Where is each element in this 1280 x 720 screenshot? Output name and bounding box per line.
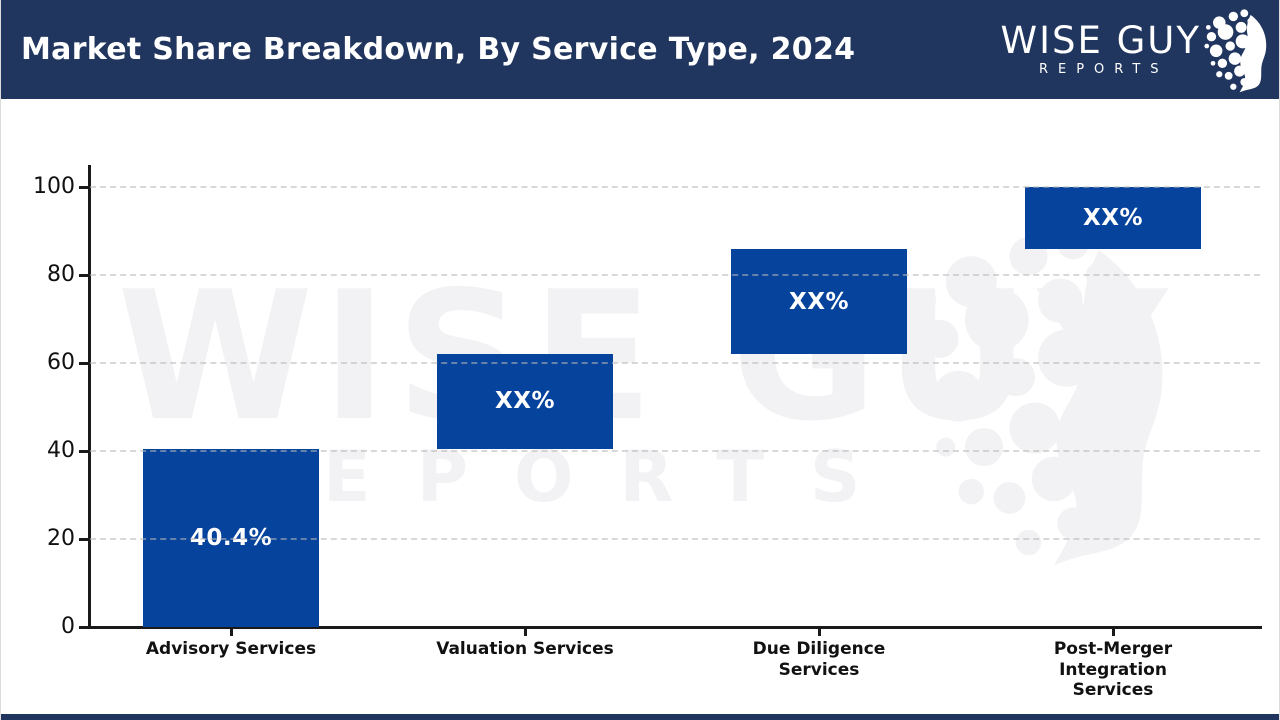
- brand-name: WISE GUY: [1000, 19, 1201, 62]
- footer-bar: [1, 714, 1279, 720]
- bar-segment: XX%: [437, 353, 613, 450]
- y-tick-label: 60: [47, 350, 75, 375]
- x-tick-mark: [1112, 628, 1115, 636]
- x-category-label: Due Diligence Services: [752, 639, 886, 680]
- x-category-label: Valuation Services: [436, 639, 614, 659]
- brand-subname: REPORTS: [1038, 62, 1169, 77]
- y-tick-mark: [79, 186, 88, 189]
- watermark-text-line2: REPORTS: [223, 436, 907, 518]
- watermark-face-icon: [910, 227, 1163, 565]
- gridline: [90, 362, 1260, 364]
- y-axis-line: [88, 165, 91, 628]
- brand-logo-text: WISE GUY REPORTS: [1001, 22, 1201, 77]
- bar-segment: XX%: [1025, 187, 1201, 250]
- y-tick-mark: [79, 450, 88, 453]
- bar-value-label: XX%: [788, 288, 849, 315]
- dotted-face-icon: [1204, 8, 1267, 92]
- gridline: [90, 538, 1260, 540]
- y-tick-mark: [79, 274, 88, 277]
- bar-segment: XX%: [731, 249, 907, 354]
- bar-value-label: XX%: [1082, 205, 1143, 232]
- x-tick-mark: [230, 628, 233, 636]
- gridline: [90, 450, 1260, 452]
- bar-value-label: XX%: [494, 388, 555, 415]
- y-tick-label: 40: [47, 438, 75, 463]
- y-tick-mark: [79, 538, 88, 541]
- y-tick-label: 0: [61, 614, 75, 639]
- page-title: Market Share Breakdown, By Service Type,…: [21, 32, 856, 67]
- brand-logo: WISE GUY REPORTS: [1001, 7, 1267, 93]
- header-bar: Market Share Breakdown, By Service Type,…: [1, 0, 1279, 99]
- x-tick-mark: [524, 628, 527, 636]
- x-category-label: Advisory Services: [145, 639, 317, 659]
- gridline: [90, 186, 1260, 188]
- y-tick-mark: [79, 362, 88, 365]
- y-tick-mark: [79, 626, 88, 629]
- gridline: [90, 274, 1260, 276]
- x-axis-line: [88, 626, 1262, 629]
- y-tick-label: 20: [47, 526, 75, 551]
- y-tick-label: 80: [47, 262, 75, 287]
- x-tick-mark: [818, 628, 821, 636]
- x-category-label: Post-Merger Integration Services: [1053, 639, 1173, 701]
- y-tick-label: 100: [33, 174, 75, 199]
